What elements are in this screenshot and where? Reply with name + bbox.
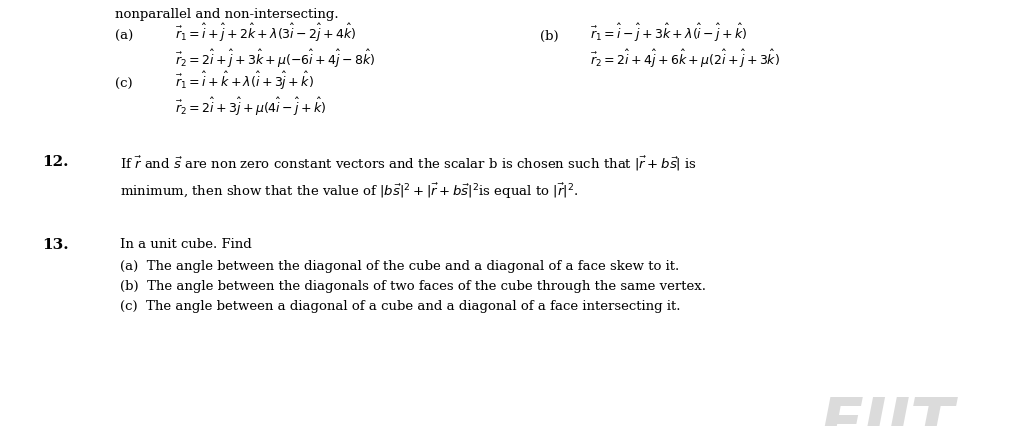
Text: $\vec{r}_1 =\hat{i}+\hat{j}+2\hat{k}+\lambda(3\hat{i}-2\hat{j}+4\hat{k})$: $\vec{r}_1 =\hat{i}+\hat{j}+2\hat{k}+\la… (175, 22, 356, 44)
Text: $\vec{r}_1 =\hat{i}+\hat{k}+\lambda(\hat{i}+3\hat{j}+\hat{k})$: $\vec{r}_1 =\hat{i}+\hat{k}+\lambda(\hat… (175, 70, 313, 92)
Text: $\vec{r}_2 =2\hat{i}+3\hat{j}+\mu(4\hat{i}-\hat{j}+\hat{k})$: $\vec{r}_2 =2\hat{i}+3\hat{j}+\mu(4\hat{… (175, 96, 327, 118)
Text: minimum, then show that the value of $|b\vec{s}|^2+|\vec{r}+b\vec{s}|^2$is equal: minimum, then show that the value of $|b… (120, 182, 579, 201)
Text: (a)  The angle between the diagonal of the cube and a diagonal of a face skew to: (a) The angle between the diagonal of th… (120, 260, 679, 273)
Text: nonparallel and non-intersecting.: nonparallel and non-intersecting. (115, 8, 339, 21)
Text: (c)  The angle between a diagonal of a cube and a diagonal of a face intersectin: (c) The angle between a diagonal of a cu… (120, 300, 681, 313)
Text: (b): (b) (540, 30, 559, 43)
Text: $\vec{r}_2 =2\hat{i}+\hat{j}+3\hat{k}+\mu(-6\hat{i}+4\hat{j}-8\hat{k})$: $\vec{r}_2 =2\hat{i}+\hat{j}+3\hat{k}+\m… (175, 48, 376, 70)
Text: 13.: 13. (42, 238, 69, 252)
Text: FIIT: FIIT (820, 395, 954, 426)
Text: $\vec{r}_1 =\hat{i}-\hat{j}+3\hat{k}+\lambda(\hat{i}-\hat{j}+\hat{k})$: $\vec{r}_1 =\hat{i}-\hat{j}+3\hat{k}+\la… (590, 22, 748, 44)
Text: 12.: 12. (42, 155, 69, 169)
Text: $\vec{r}_2 =2\hat{i}+4\hat{j}+6\hat{k}+\mu(2\hat{i}+\hat{j}+3\hat{k})$: $\vec{r}_2 =2\hat{i}+4\hat{j}+6\hat{k}+\… (590, 48, 780, 70)
Text: In a unit cube. Find: In a unit cube. Find (120, 238, 252, 251)
Text: (b)  The angle between the diagonals of two faces of the cube through the same v: (b) The angle between the diagonals of t… (120, 280, 706, 293)
Text: (c): (c) (115, 78, 133, 91)
Text: If $\vec{r}$ and $\vec{s}$ are non zero constant vectors and the scalar b is cho: If $\vec{r}$ and $\vec{s}$ are non zero … (120, 155, 697, 173)
Text: (a): (a) (115, 30, 133, 43)
